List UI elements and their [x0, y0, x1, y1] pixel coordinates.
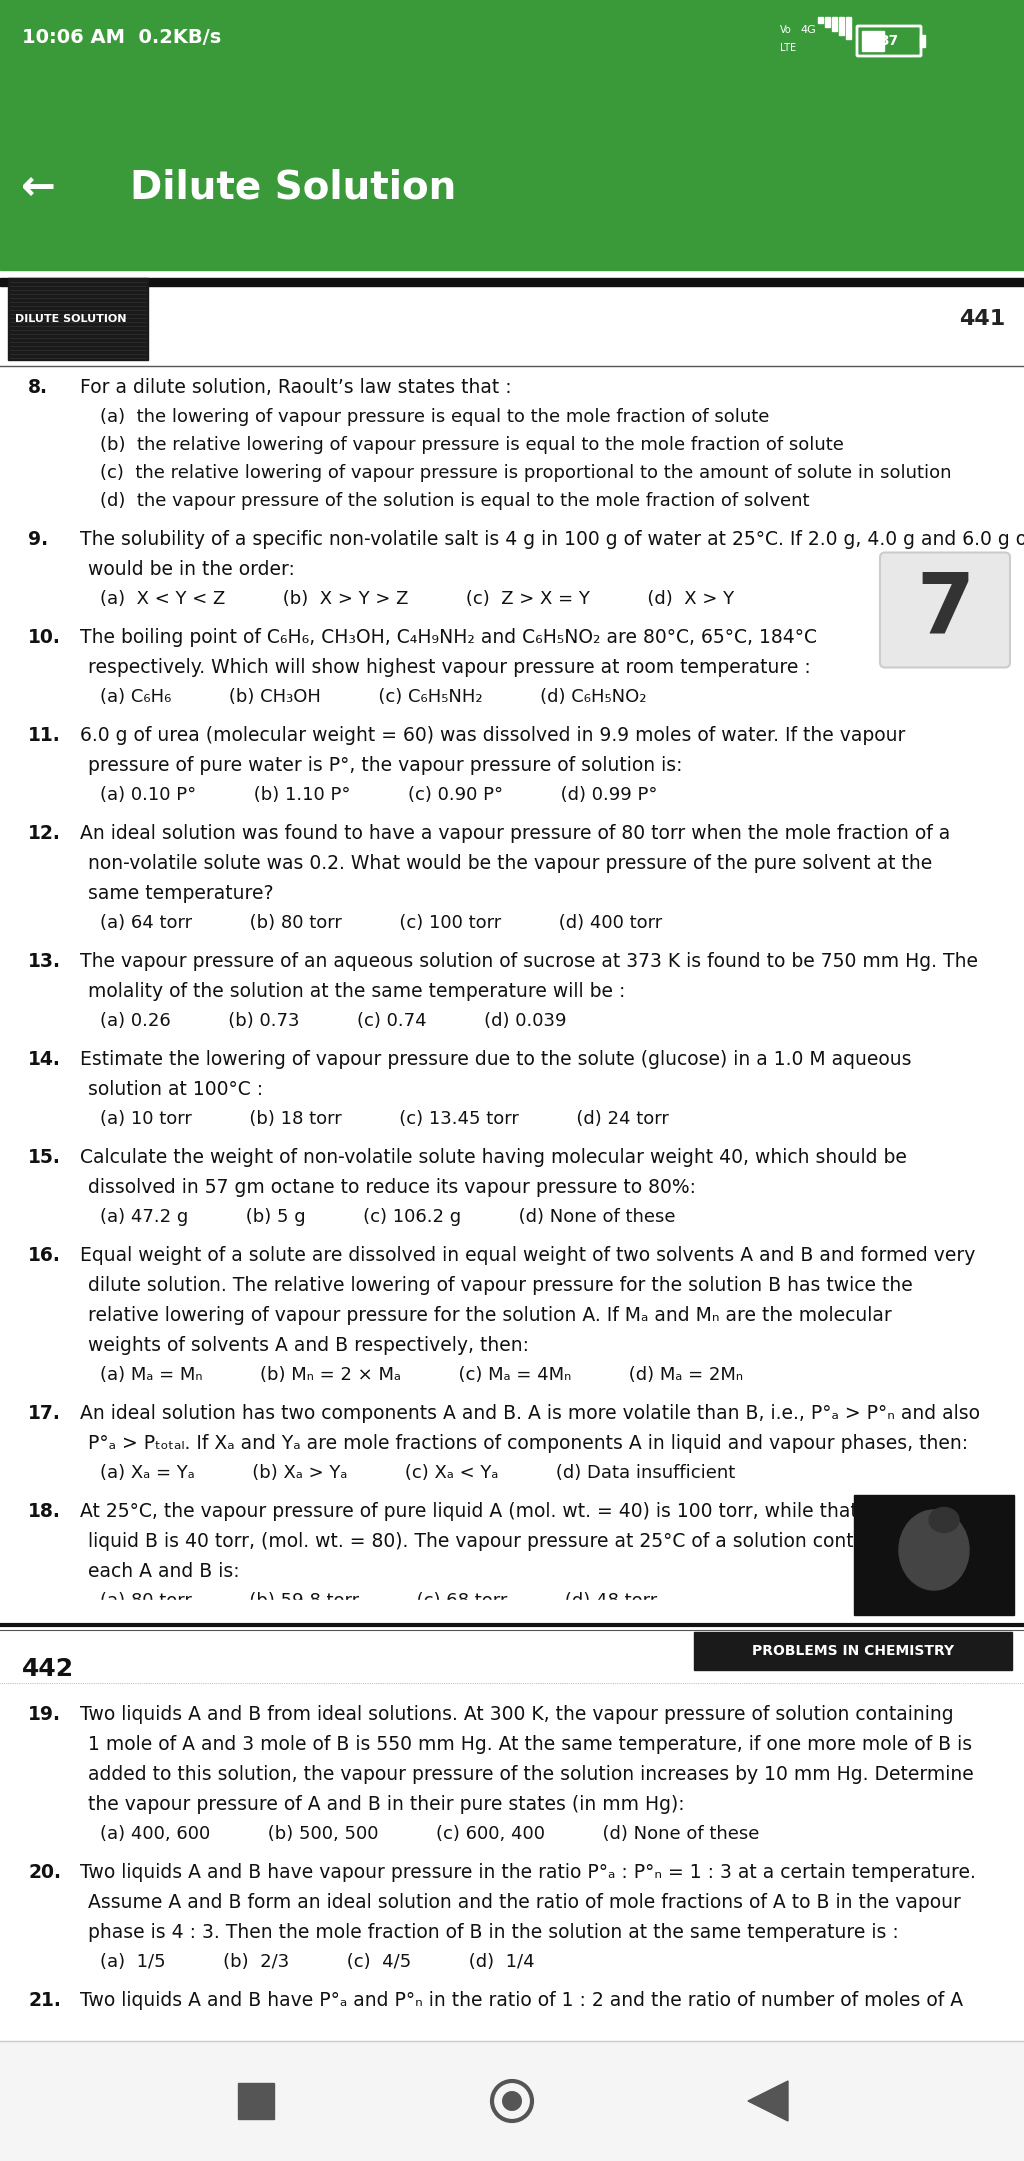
Bar — [846, 17, 851, 39]
Text: 441: 441 — [958, 309, 1005, 328]
Text: dilute solution. The relative lowering of vapour pressure for the solution B has: dilute solution. The relative lowering o… — [88, 1275, 912, 1294]
Text: Two liquids A and B have P°ₐ and P°ₙ in the ratio of 1 : 2 and the ratio of numb: Two liquids A and B have P°ₐ and P°ₙ in … — [80, 1990, 964, 2010]
Text: (c)  the relative lowering of vapour pressure is proportional to the amount of s: (c) the relative lowering of vapour pres… — [100, 465, 951, 482]
Text: P°ₐ > Pₜₒₜₐₗ. If Xₐ and Yₐ are mole fractions of components A in liquid and vapo: P°ₐ > Pₜₒₜₐₗ. If Xₐ and Yₐ are mole frac… — [88, 1435, 968, 1452]
Text: (a)  1/5          (b)  2/3          (c)  4/5          (d)  1/4: (a) 1/5 (b) 2/3 (c) 4/5 (d) 1/4 — [100, 1954, 535, 1971]
Text: 15.: 15. — [28, 1147, 60, 1167]
Text: 13.: 13. — [28, 953, 61, 970]
Bar — [920, 35, 925, 48]
Text: Dilute Solution: Dilute Solution — [130, 169, 457, 207]
Text: 10.: 10. — [28, 629, 60, 646]
Text: Equal weight of a solute are dissolved in equal weight of two solvents A and B a: Equal weight of a solute are dissolved i… — [80, 1247, 976, 1264]
Text: (a) 80 torr          (b) 59.8 torr          (c) 68 torr          (d) 48 torr: (a) 80 torr (b) 59.8 torr (c) 68 torr (d… — [100, 1593, 657, 1610]
Text: 4G: 4G — [800, 26, 816, 35]
Text: (a) 64 torr          (b) 80 torr          (c) 100 torr          (d) 400 torr: (a) 64 torr (b) 80 torr (c) 100 torr (d)… — [100, 914, 663, 931]
Text: The solubility of a specific non-volatile salt is 4 g in 100 g of water at 25°C.: The solubility of a specific non-volatil… — [80, 529, 1024, 549]
Text: PROBLEMS IN CHEMISTRY: PROBLEMS IN CHEMISTRY — [752, 1645, 954, 1657]
Ellipse shape — [929, 1508, 959, 1532]
FancyBboxPatch shape — [880, 553, 1010, 668]
Text: ←: ← — [20, 166, 55, 207]
Text: (a) Mₐ = Mₙ          (b) Mₙ = 2 × Mₐ          (c) Mₐ = 4Mₙ          (d) Mₐ = 2Mₙ: (a) Mₐ = Mₙ (b) Mₙ = 2 × Mₐ (c) Mₐ = 4Mₙ… — [100, 1366, 743, 1383]
Text: 21.: 21. — [28, 1990, 60, 2010]
Text: 16.: 16. — [28, 1247, 60, 1264]
Text: phase is 4 : 3. Then the mole fraction of B in the solution at the same temperat: phase is 4 : 3. Then the mole fraction o… — [88, 1923, 899, 1943]
Text: (a)  X < Y < Z          (b)  X > Y > Z          (c)  Z > X = Y          (d)  X >: (a) X < Y < Z (b) X > Y > Z (c) Z > X = … — [100, 590, 734, 607]
Text: (a) 47.2 g          (b) 5 g          (c) 106.2 g          (d) None of these: (a) 47.2 g (b) 5 g (c) 106.2 g (d) None … — [100, 1208, 676, 1225]
Text: (b)  the relative lowering of vapour pressure is equal to the mole fraction of s: (b) the relative lowering of vapour pres… — [100, 437, 844, 454]
Text: Two liquids A and B have vapour pressure in the ratio P°ₐ : P°ₙ = 1 : 3 at a cer: Two liquids A and B have vapour pressure… — [80, 1863, 976, 1882]
Bar — [818, 17, 823, 24]
Text: 12.: 12. — [28, 823, 60, 843]
Text: 14.: 14. — [28, 1050, 60, 1070]
Text: 1 mole of A and 3 mole of B is 550 mm Hg. At the same temperature, if one more m: 1 mole of A and 3 mole of B is 550 mm Hg… — [88, 1735, 972, 1755]
Text: (d)  the vapour pressure of the solution is equal to the mole fraction of solven: (d) the vapour pressure of the solution … — [100, 493, 810, 510]
Text: At 25°C, the vapour pressure of pure liquid A (mol. wt. = 40) is 100 torr, while: At 25°C, the vapour pressure of pure liq… — [80, 1502, 931, 1521]
Text: 9.: 9. — [28, 529, 48, 549]
Bar — [0, 1599, 1024, 1679]
Text: would be in the order:: would be in the order: — [88, 560, 295, 579]
Text: the vapour pressure of A and B in their pure states (in mm Hg):: the vapour pressure of A and B in their … — [88, 1796, 685, 1813]
Text: weights of solvents A and B respectively, then:: weights of solvents A and B respectively… — [88, 1335, 529, 1355]
Text: The vapour pressure of an aqueous solution of sucrose at 373 K is found to be 75: The vapour pressure of an aqueous soluti… — [80, 953, 978, 970]
Circle shape — [502, 2092, 522, 2111]
Text: (a) 400, 600          (b) 500, 500          (c) 600, 400          (d) None of th: (a) 400, 600 (b) 500, 500 (c) 600, 400 (… — [100, 1826, 760, 1843]
Polygon shape — [748, 2081, 788, 2120]
Text: For a dilute solution, Raoult’s law states that :: For a dilute solution, Raoult’s law stat… — [80, 378, 512, 398]
Bar — [8, 279, 148, 361]
Text: Calculate the weight of non-volatile solute having molecular weight 40, which sh: Calculate the weight of non-volatile sol… — [80, 1147, 907, 1167]
Text: 442: 442 — [22, 1657, 74, 1681]
Text: relative lowering of vapour pressure for the solution A. If Mₐ and Mₙ are the mo: relative lowering of vapour pressure for… — [88, 1305, 892, 1325]
Text: 6.0 g of urea (molecular weight = 60) was dissolved in 9.9 moles of water. If th: 6.0 g of urea (molecular weight = 60) wa… — [80, 726, 905, 746]
Text: 7: 7 — [916, 571, 974, 650]
Ellipse shape — [899, 1511, 969, 1590]
Text: An ideal solution has two components A and B. A is more volatile than B, i.e., P: An ideal solution has two components A a… — [80, 1405, 980, 1422]
Text: each A and B is:: each A and B is: — [88, 1562, 240, 1582]
Text: (a) 0.26          (b) 0.73          (c) 0.74          (d) 0.039: (a) 0.26 (b) 0.73 (c) 0.74 (d) 0.039 — [100, 1011, 566, 1031]
Text: Assume A and B form an ideal solution and the ratio of mole fractions of A to B : Assume A and B form an ideal solution an… — [88, 1893, 961, 1912]
Text: molality of the solution at the same temperature will be :: molality of the solution at the same tem… — [88, 981, 626, 1001]
Bar — [839, 17, 844, 35]
Text: The boiling point of C₆H₆, CH₃OH, C₄H₉NH₂ and C₆H₅NO₂ are 80°C, 65°C, 184°C: The boiling point of C₆H₆, CH₃OH, C₄H₉NH… — [80, 629, 817, 646]
Text: (a)  the lowering of vapour pressure is equal to the mole fraction of solute: (a) the lowering of vapour pressure is e… — [100, 408, 769, 426]
Text: An ideal solution was found to have a vapour pressure of 80 torr when the mole f: An ideal solution was found to have a va… — [80, 823, 950, 843]
Text: liquid B is 40 torr, (mol. wt. = 80). The vapour pressure at 25°C of a solution : liquid B is 40 torr, (mol. wt. = 80). Th… — [88, 1532, 982, 1552]
Bar — [0, 2040, 1024, 2161]
Text: 17.: 17. — [28, 1405, 60, 1422]
Text: Estimate the lowering of vapour pressure due to the solute (glucose) in a 1.0 M : Estimate the lowering of vapour pressure… — [80, 1050, 911, 1070]
Bar — [854, 1495, 1014, 1614]
Bar — [0, 0, 1024, 76]
Text: respectively. Which will show highest vapour pressure at room temperature :: respectively. Which will show highest va… — [88, 657, 811, 676]
Text: same temperature?: same temperature? — [88, 884, 273, 903]
Text: LTE: LTE — [780, 43, 796, 54]
Text: solution at 100°C :: solution at 100°C : — [88, 1080, 263, 1100]
Text: (a) Xₐ = Yₐ          (b) Xₐ > Yₐ          (c) Xₐ < Yₐ          (d) Data insuffic: (a) Xₐ = Yₐ (b) Xₐ > Yₐ (c) Xₐ < Yₐ (d) … — [100, 1463, 735, 1482]
Bar — [862, 30, 884, 52]
Bar — [0, 76, 1024, 270]
Bar — [0, 279, 1024, 285]
Bar — [825, 17, 830, 26]
Text: dissolved in 57 gm octane to reduce its vapour pressure to 80%:: dissolved in 57 gm octane to reduce its … — [88, 1178, 696, 1197]
Text: non-volatile solute was 0.2. What would be the vapour pressure of the pure solve: non-volatile solute was 0.2. What would … — [88, 854, 932, 873]
Text: (a) 0.10 P°          (b) 1.10 P°          (c) 0.90 P°          (d) 0.99 P°: (a) 0.10 P° (b) 1.10 P° (c) 0.90 P° (d) … — [100, 787, 657, 804]
Text: 10:06 AM  0.2KB/s: 10:06 AM 0.2KB/s — [22, 28, 221, 48]
Bar — [0, 270, 1024, 2100]
Text: pressure of pure water is P°, the vapour pressure of solution is:: pressure of pure water is P°, the vapour… — [88, 756, 683, 776]
Text: added to this solution, the vapour pressure of the solution increases by 10 mm H: added to this solution, the vapour press… — [88, 1766, 974, 1785]
Text: 11.: 11. — [28, 726, 60, 746]
Bar — [831, 17, 837, 30]
Bar — [238, 2083, 274, 2120]
Text: 8.: 8. — [28, 378, 48, 398]
Text: 37: 37 — [880, 35, 899, 48]
Text: 18.: 18. — [28, 1502, 60, 1521]
Text: 20.: 20. — [28, 1863, 61, 1882]
Bar — [694, 1632, 1012, 1670]
Text: Two liquids A and B from ideal solutions. At 300 K, the vapour pressure of solut: Two liquids A and B from ideal solutions… — [80, 1705, 953, 1724]
Text: DILUTE SOLUTION: DILUTE SOLUTION — [15, 313, 127, 324]
Text: (a) 10 torr          (b) 18 torr          (c) 13.45 torr          (d) 24 torr: (a) 10 torr (b) 18 torr (c) 13.45 torr (… — [100, 1111, 669, 1128]
Text: 19.: 19. — [28, 1705, 61, 1724]
Text: Vo: Vo — [780, 26, 792, 35]
Text: (a) C₆H₆          (b) CH₃OH          (c) C₆H₅NH₂          (d) C₆H₅NO₂: (a) C₆H₆ (b) CH₃OH (c) C₆H₅NH₂ (d) C₆H₅N… — [100, 687, 646, 707]
